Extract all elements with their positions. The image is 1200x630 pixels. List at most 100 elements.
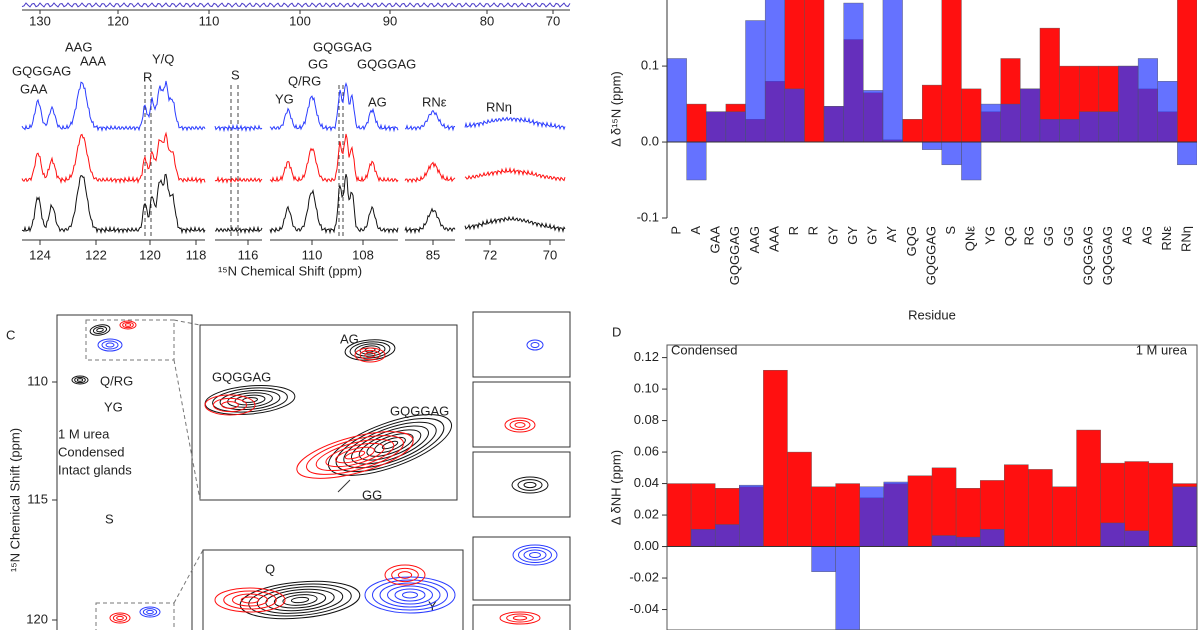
spectrum-trace xyxy=(269,173,399,235)
spectrum-trace xyxy=(269,133,399,183)
bar xyxy=(1059,119,1080,143)
peak-label: Q xyxy=(265,561,275,576)
contour xyxy=(315,438,395,472)
y-axis-label: ¹⁵N Chemical Shift (ppm) xyxy=(7,428,22,572)
contour xyxy=(105,342,115,348)
bar xyxy=(863,90,884,143)
bar xyxy=(1118,65,1139,143)
x-tick-label: RNη xyxy=(1179,226,1194,252)
plot-area xyxy=(667,369,1197,630)
contour xyxy=(232,593,268,607)
bar xyxy=(739,484,764,547)
spectrum-trace xyxy=(464,166,566,182)
bar xyxy=(1028,469,1053,547)
contour xyxy=(343,421,437,469)
contour xyxy=(256,586,344,614)
spectrum-trace xyxy=(404,161,456,184)
contour xyxy=(325,442,385,468)
contour xyxy=(101,340,119,350)
bottom-tick-label: 122 xyxy=(85,247,107,262)
contour xyxy=(335,417,445,473)
spectrum-trace xyxy=(464,116,566,131)
bar xyxy=(686,103,707,143)
contour xyxy=(523,481,537,489)
legend-entry: 1 M urea xyxy=(58,426,110,441)
bar xyxy=(1177,0,1197,143)
top-tick-label: 120 xyxy=(107,13,129,28)
contour xyxy=(512,544,558,566)
x-tick-label: GQG xyxy=(904,226,919,256)
top-tick-label: 90 xyxy=(383,13,397,28)
contour xyxy=(212,397,248,413)
bottom-tick-label: 70 xyxy=(543,247,557,262)
peak-label: GQGGAG xyxy=(313,39,372,54)
peak-label: YG xyxy=(275,91,294,106)
contour xyxy=(124,323,132,327)
bar xyxy=(706,111,727,143)
contour xyxy=(387,585,433,605)
bar xyxy=(686,141,707,181)
peak-label: GG xyxy=(362,487,382,502)
bottom-tick-label: 124 xyxy=(29,247,51,262)
spectrum-trace xyxy=(214,225,263,235)
contour xyxy=(74,376,86,384)
contour xyxy=(509,419,531,431)
x-tick-label: AY xyxy=(884,226,899,243)
overview-trace xyxy=(21,2,571,8)
contour xyxy=(290,596,310,604)
bar xyxy=(725,111,746,143)
bottom-tick-label: 118 xyxy=(186,247,207,262)
contour xyxy=(119,320,137,330)
guide-lines xyxy=(144,85,344,238)
contour xyxy=(518,547,552,563)
peak-label: GQGGAG xyxy=(357,56,416,71)
contour xyxy=(122,321,134,329)
y-tick-label: -0.04 xyxy=(629,601,659,616)
contour xyxy=(384,564,426,586)
bar xyxy=(763,369,788,547)
y-tick-label: 0.04 xyxy=(634,475,659,490)
top-tick-label: 80 xyxy=(480,13,494,28)
zoom-line xyxy=(173,359,201,501)
x-tick-label: AAG xyxy=(747,226,762,253)
contour xyxy=(394,588,426,602)
bar xyxy=(1157,81,1178,143)
bar xyxy=(811,486,836,547)
x-tick-label: GY xyxy=(865,226,880,245)
spectrum-trace xyxy=(269,81,399,133)
contour xyxy=(112,614,128,622)
contour xyxy=(526,339,544,351)
spectrum-trace xyxy=(404,207,456,235)
x-tick-label: GY xyxy=(845,226,860,245)
spectrum-trace xyxy=(21,173,206,235)
y-axis-label: Δ δ¹⁵N (ppm) xyxy=(608,71,623,146)
bar xyxy=(902,119,923,143)
y-tick-label: 110 xyxy=(27,373,48,388)
contour xyxy=(499,611,541,625)
bottom-tick-label: 72 xyxy=(483,247,497,262)
x-tick-label: QNε xyxy=(963,226,978,252)
peak-label: GAA xyxy=(20,81,48,96)
bar xyxy=(1039,119,1060,143)
contour xyxy=(364,352,376,358)
contour xyxy=(282,594,318,606)
panel-a: 130 120 110 100 90 80 70 124 122 120 118 116 110 108 8… xyxy=(12,2,571,278)
contour xyxy=(530,342,540,348)
bar xyxy=(859,486,885,547)
bar xyxy=(941,141,962,166)
bar xyxy=(961,141,982,181)
legend-entry: Intact glands xyxy=(58,462,132,477)
contour xyxy=(273,591,327,609)
bar xyxy=(690,529,716,547)
contour xyxy=(221,401,239,409)
peak-label: Q/RG xyxy=(288,73,321,88)
contour xyxy=(327,414,453,476)
spectrum-frame xyxy=(56,314,193,630)
bar xyxy=(1052,486,1077,547)
legend-entry: Condensed xyxy=(58,444,125,459)
plot-area xyxy=(667,0,1197,181)
inset-frame xyxy=(199,324,458,501)
plot-frame xyxy=(666,344,1198,630)
y-tick-label: 0.0 xyxy=(641,133,659,148)
